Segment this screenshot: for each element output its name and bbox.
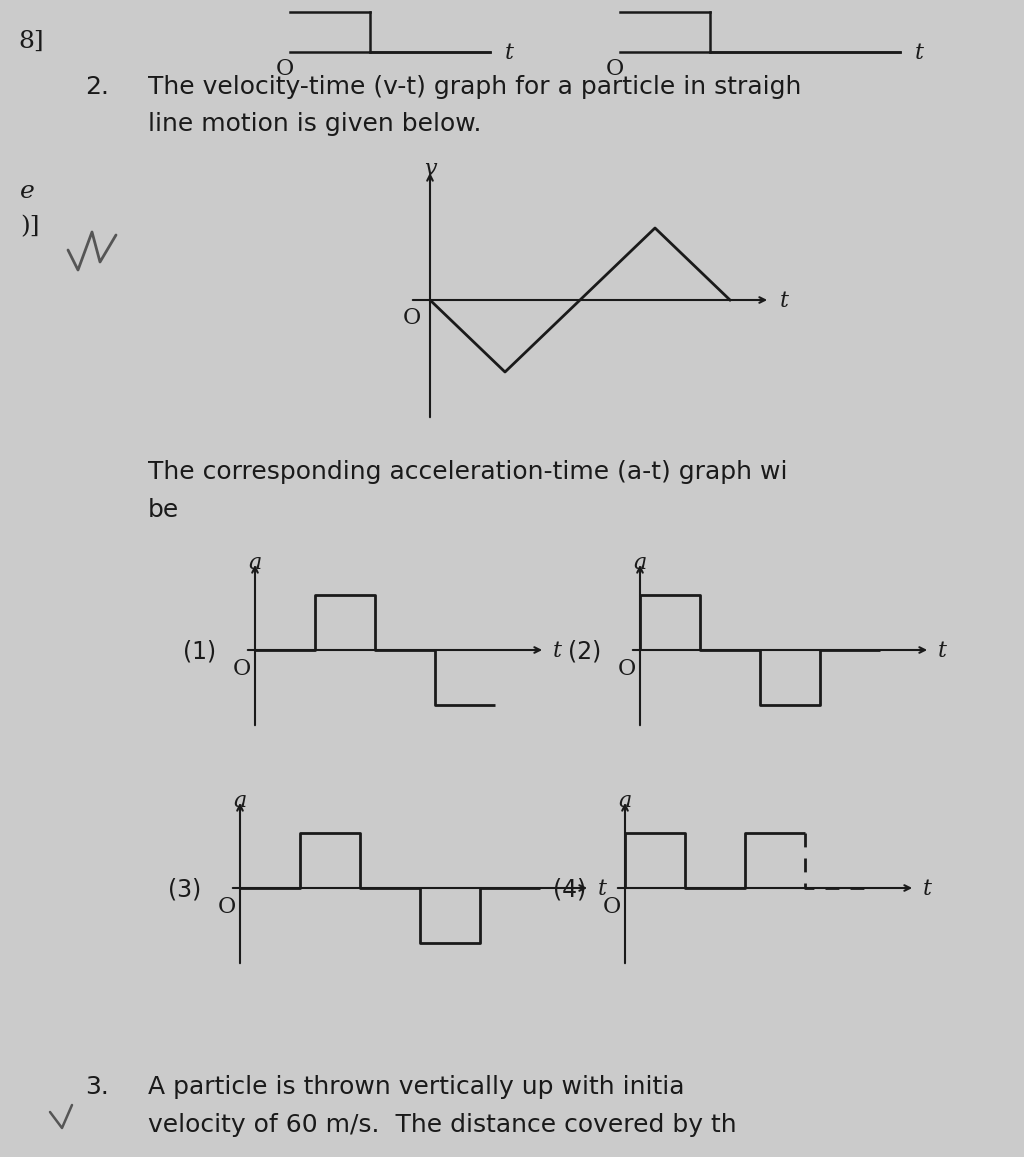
- Text: O: O: [275, 58, 294, 80]
- Text: O: O: [603, 896, 622, 918]
- Text: line motion is given below.: line motion is given below.: [148, 112, 481, 137]
- Text: (4): (4): [553, 878, 587, 902]
- Text: t: t: [598, 878, 607, 900]
- Text: O: O: [402, 307, 421, 329]
- Text: t: t: [780, 290, 790, 312]
- Text: A particle is thrown vertically up with initia: A particle is thrown vertically up with …: [148, 1075, 684, 1099]
- Text: a: a: [618, 790, 632, 812]
- Text: a: a: [634, 552, 646, 574]
- Text: t: t: [553, 640, 562, 662]
- Text: 3.: 3.: [85, 1075, 109, 1099]
- Text: (2): (2): [568, 640, 601, 664]
- Text: be: be: [148, 498, 179, 522]
- Text: e: e: [20, 180, 35, 202]
- Text: a: a: [233, 790, 247, 812]
- Text: (3): (3): [168, 878, 202, 902]
- Text: velocity of 60 m/s.  The distance covered by th: velocity of 60 m/s. The distance covered…: [148, 1113, 736, 1137]
- Text: (1): (1): [183, 640, 216, 664]
- Text: O: O: [232, 658, 251, 680]
- Text: 8]: 8]: [18, 30, 44, 53]
- Text: t: t: [923, 878, 932, 900]
- Text: v: v: [424, 159, 436, 180]
- Text: )]: )]: [20, 215, 40, 238]
- Text: a: a: [249, 552, 261, 574]
- Text: t: t: [915, 42, 924, 64]
- Text: The corresponding acceleration-time (a-t) graph wi: The corresponding acceleration-time (a-t…: [148, 460, 787, 484]
- Text: t: t: [938, 640, 947, 662]
- Text: O: O: [218, 896, 237, 918]
- Text: O: O: [606, 58, 624, 80]
- Text: t: t: [505, 42, 514, 64]
- Text: 2.: 2.: [85, 75, 109, 100]
- Text: The velocity-time (v-t) graph for a particle in straigh: The velocity-time (v-t) graph for a part…: [148, 75, 802, 100]
- Text: O: O: [617, 658, 636, 680]
